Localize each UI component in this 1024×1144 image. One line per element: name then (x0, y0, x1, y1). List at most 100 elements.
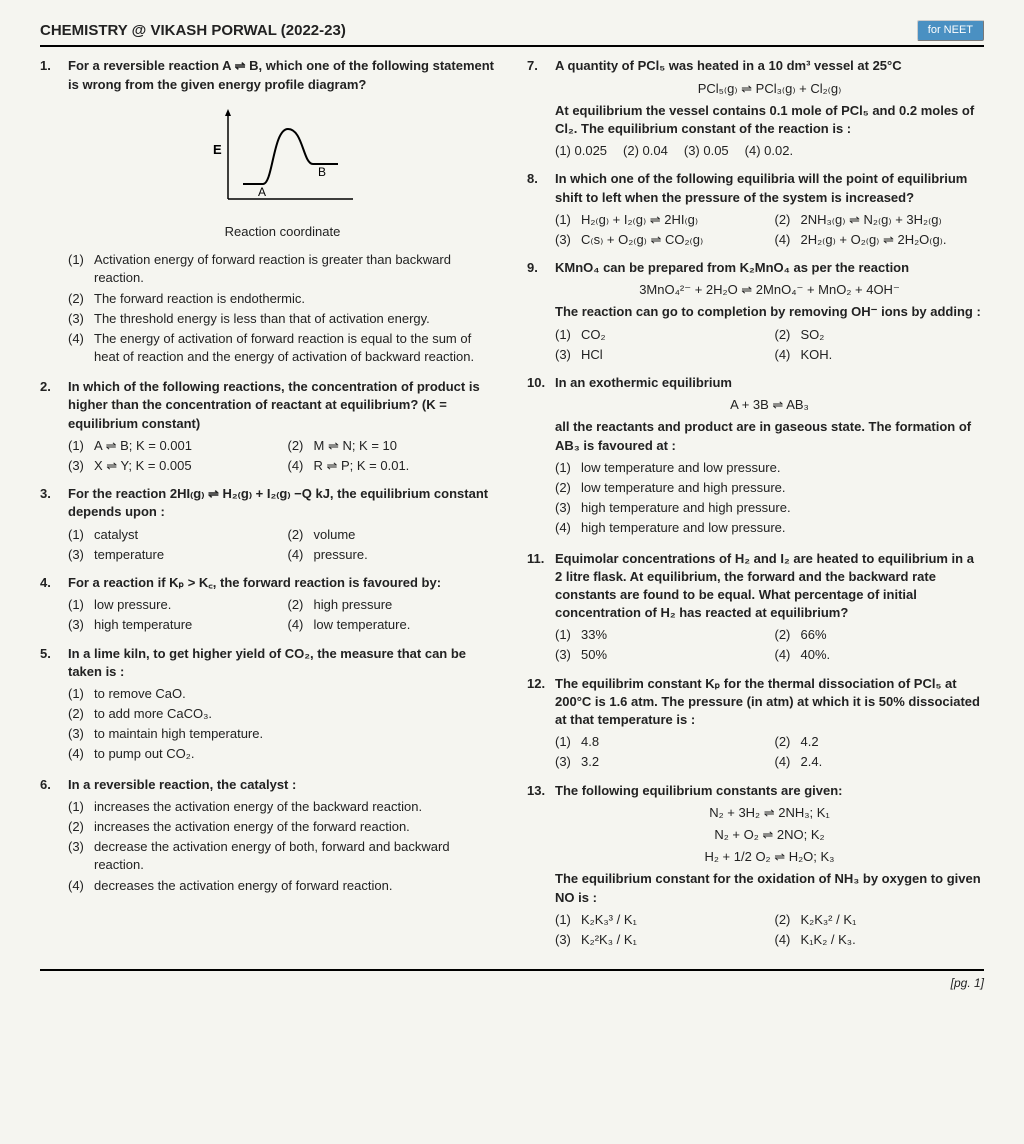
qnum: 13. (527, 782, 555, 950)
option: (1)33% (555, 626, 765, 644)
svg-text:A: A (258, 185, 266, 199)
option: (4)low temperature. (288, 616, 498, 634)
option: (1)A ⇌ B; K = 0.001 (68, 437, 278, 455)
option: (2)M ⇌ N; K = 10 (288, 437, 498, 455)
option: (3)high temperature (68, 616, 278, 634)
option: (3)50% (555, 646, 765, 664)
option: (4)KOH. (775, 346, 985, 364)
option: (1)4.8 (555, 733, 765, 751)
option: (4)40%. (775, 646, 985, 664)
equation: A + 3B ⇌ AB₃ (555, 396, 984, 414)
question-text: In a reversible reaction, the catalyst : (68, 776, 497, 794)
page-footer: [pg. 1] (40, 969, 984, 992)
option: (3)temperature (68, 546, 278, 564)
option: (2)low temperature and high pressure. (555, 479, 984, 497)
question-4: 4. For a reaction if Kₚ > K꜀, the forwar… (40, 574, 497, 635)
option: (1)low pressure. (68, 596, 278, 614)
page-header: CHEMISTRY @ VIKASH PORWAL (2022-23) for … (40, 20, 984, 47)
question-text: In which of the following reactions, the… (68, 378, 497, 433)
question-text: KMnO₄ can be prepared from K₂MnO₄ as per… (555, 259, 984, 277)
option: (3)decrease the activation energy of bot… (68, 838, 497, 874)
option: (3)K₂²K₃ / K₁ (555, 931, 765, 949)
option: (4)2H₂₍g₎ + O₂₍g₎ ⇌ 2H₂O₍g₎. (775, 231, 985, 249)
option: (2)4.2 (775, 733, 985, 751)
option: (4)to pump out CO₂. (68, 745, 497, 763)
option: (4)R ⇌ P; K = 0.01. (288, 457, 498, 475)
option: (2)to add more CaCO₃. (68, 705, 497, 723)
option: (1)low temperature and low pressure. (555, 459, 984, 477)
question-text: At equilibrium the vessel contains 0.1 m… (555, 102, 984, 138)
equation: H₂ + 1/2 O₂ ⇌ H₂O; K₃ (555, 848, 984, 866)
option: (2)high pressure (288, 596, 498, 614)
option: (1) 0.025 (555, 142, 607, 160)
question-3: 3. For the reaction 2HI₍g₎ ⇌ H₂₍g₎ + I₂₍… (40, 485, 497, 564)
option: (1)H₂₍g₎ + I₂₍g₎ ⇌ 2HI₍g₎ (555, 211, 765, 229)
qnum: 9. (527, 259, 555, 364)
diagram-caption: Reaction coordinate (203, 223, 363, 241)
option: (2)66% (775, 626, 985, 644)
option: (2)increases the activation energy of th… (68, 818, 497, 836)
qnum: 10. (527, 374, 555, 540)
question-5: 5. In a lime kiln, to get higher yield o… (40, 645, 497, 766)
left-column: 1. For a reversible reaction A ⇌ B, whic… (40, 57, 497, 959)
equation: PCl₅₍g₎ ⇌ PCl₃₍g₎ + Cl₂₍g₎ (555, 80, 984, 98)
qnum: 12. (527, 675, 555, 772)
option: (2)volume (288, 526, 498, 544)
page-title: CHEMISTRY @ VIKASH PORWAL (2022-23) (40, 20, 346, 41)
option: (2) 0.04 (623, 142, 668, 160)
question-text: For a reaction if Kₚ > K꜀, the forward r… (68, 574, 497, 592)
option: (3)HCl (555, 346, 765, 364)
question-7: 7. A quantity of PCl₅ was heated in a 10… (527, 57, 984, 160)
question-text: The equilibrim constant Kₚ for the therm… (555, 675, 984, 730)
question-6: 6. In a reversible reaction, the catalys… (40, 776, 497, 897)
equation: N₂ + O₂ ⇌ 2NO; K₂ (555, 826, 984, 844)
neet-badge: for NEET (917, 20, 984, 41)
question-text: For the reaction 2HI₍g₎ ⇌ H₂₍g₎ + I₂₍g₎ … (68, 485, 497, 521)
question-text: The equilibrium constant for the oxidati… (555, 870, 984, 906)
option: (4)K₁K₂ / K₃. (775, 931, 985, 949)
option: (1)CO₂ (555, 326, 765, 344)
qnum: 2. (40, 378, 68, 475)
right-column: 7. A quantity of PCl₅ was heated in a 10… (527, 57, 984, 959)
option: (1)increases the activation energy of th… (68, 798, 497, 816)
option: (2)The forward reaction is endothermic. (68, 290, 497, 308)
question-text: The following equilibrium constants are … (555, 782, 984, 800)
equation: 3MnO₄²⁻ + 2H₂O ⇌ 2MnO₄⁻ + MnO₂ + 4OH⁻ (555, 281, 984, 299)
question-2: 2. In which of the following reactions, … (40, 378, 497, 475)
option: (2)2NH₃₍g₎ ⇌ N₂₍g₎ + 3H₂₍g₎ (775, 211, 985, 229)
option: (4)high temperature and low pressure. (555, 519, 984, 537)
page-number: [pg. 1] (951, 976, 984, 990)
question-11: 11. Equimolar concentrations of H₂ and I… (527, 550, 984, 665)
option: (2)SO₂ (775, 326, 985, 344)
question-text: In a lime kiln, to get higher yield of C… (68, 645, 497, 681)
question-text: In which one of the following equilibria… (555, 170, 984, 206)
qnum: 4. (40, 574, 68, 635)
question-10: 10. In an exothermic equilibrium A + 3B … (527, 374, 984, 540)
option: (4)The energy of activation of forward r… (68, 330, 497, 366)
qnum: 1. (40, 57, 68, 368)
question-1: 1. For a reversible reaction A ⇌ B, whic… (40, 57, 497, 368)
question-13: 13. The following equilibrium constants … (527, 782, 984, 950)
question-12: 12. The equilibrim constant Kₚ for the t… (527, 675, 984, 772)
option: (3) 0.05 (684, 142, 729, 160)
qnum: 3. (40, 485, 68, 564)
question-8: 8. In which one of the following equilib… (527, 170, 984, 249)
svg-text:B: B (318, 165, 326, 179)
qnum: 5. (40, 645, 68, 766)
option: (1)to remove CaO. (68, 685, 497, 703)
question-text: In an exothermic equilibrium (555, 374, 984, 392)
option: (3)X ⇌ Y; K = 0.005 (68, 457, 278, 475)
qnum: 7. (527, 57, 555, 160)
option: (1)catalyst (68, 526, 278, 544)
option: (4) 0.02. (745, 142, 793, 160)
option: (3)The threshold energy is less than tha… (68, 310, 497, 328)
question-9: 9. KMnO₄ can be prepared from K₂MnO₄ as … (527, 259, 984, 364)
qnum: 11. (527, 550, 555, 665)
option: (4)pressure. (288, 546, 498, 564)
option: (3)C₍s₎ + O₂₍g₎ ⇌ CO₂₍g₎ (555, 231, 765, 249)
question-text: all the reactants and product are in gas… (555, 418, 984, 454)
qnum: 8. (527, 170, 555, 249)
option: (3)to maintain high temperature. (68, 725, 497, 743)
option: (1)K₂K₃³ / K₁ (555, 911, 765, 929)
option: (3)high temperature and high pressure. (555, 499, 984, 517)
